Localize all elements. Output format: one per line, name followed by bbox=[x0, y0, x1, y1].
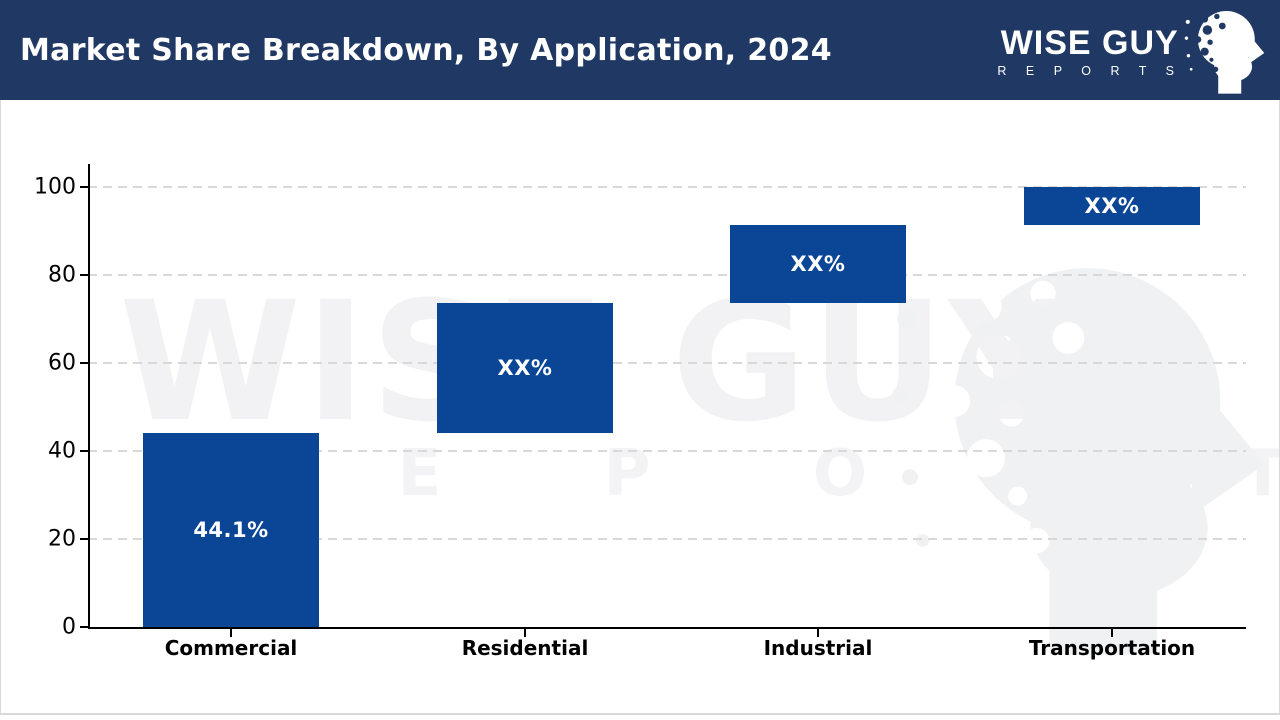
bar-label: XX% bbox=[497, 356, 553, 381]
y-tick-label: 0 bbox=[62, 614, 76, 640]
y-tick bbox=[80, 626, 88, 628]
bar-label: 44.1% bbox=[193, 517, 269, 542]
bar-transportation: XX% bbox=[1024, 187, 1200, 226]
bar-label: XX% bbox=[790, 252, 846, 277]
x-axis-label-transportation: Transportation bbox=[1028, 636, 1196, 660]
header-bar: Market Share Breakdown, By Application, … bbox=[0, 0, 1280, 100]
gridline bbox=[88, 538, 1246, 540]
gridline bbox=[88, 186, 1246, 188]
gridline bbox=[88, 362, 1246, 364]
watermark-head-icon bbox=[891, 220, 1271, 694]
y-tick-label: 100 bbox=[34, 174, 76, 200]
x-axis-label-residential: Residential bbox=[461, 636, 589, 660]
logo-wordmark: WISE GUY R E P O R T S bbox=[997, 24, 1182, 78]
y-tick bbox=[80, 186, 88, 188]
bar-industrial: XX% bbox=[730, 225, 906, 304]
page-title: Market Share Breakdown, By Application, … bbox=[20, 32, 832, 68]
y-tick-label: 20 bbox=[48, 526, 76, 552]
y-axis bbox=[88, 164, 90, 629]
bar-commercial: 44.1% bbox=[143, 432, 319, 627]
x-tick bbox=[230, 629, 232, 637]
x-axis bbox=[88, 627, 1246, 629]
bar-label: XX% bbox=[1084, 194, 1140, 219]
y-tick-label: 80 bbox=[48, 262, 76, 288]
bar-residential: XX% bbox=[437, 303, 613, 433]
y-tick bbox=[80, 274, 88, 276]
y-tick bbox=[80, 362, 88, 364]
chart-card: WISE GUY R E P O R T S bbox=[0, 100, 1280, 715]
wiseguy-logo: WISE GUY R E P O R T S bbox=[997, 6, 1266, 96]
x-axis-label-industrial: Industrial bbox=[763, 636, 873, 660]
gridline bbox=[88, 450, 1246, 452]
logo-wordmark-line2: R E P O R T S bbox=[997, 64, 1182, 78]
y-tick-label: 60 bbox=[48, 350, 76, 376]
y-tick bbox=[80, 538, 88, 540]
x-axis-label-commercial: Commercial bbox=[164, 636, 298, 660]
logo-wordmark-line1: WISE GUY bbox=[1000, 24, 1179, 62]
y-tick bbox=[80, 450, 88, 452]
gridline bbox=[88, 274, 1246, 276]
head-profile-icon bbox=[1184, 7, 1266, 95]
x-tick bbox=[524, 629, 526, 637]
x-tick bbox=[817, 629, 819, 637]
y-tick-label: 40 bbox=[48, 438, 76, 464]
